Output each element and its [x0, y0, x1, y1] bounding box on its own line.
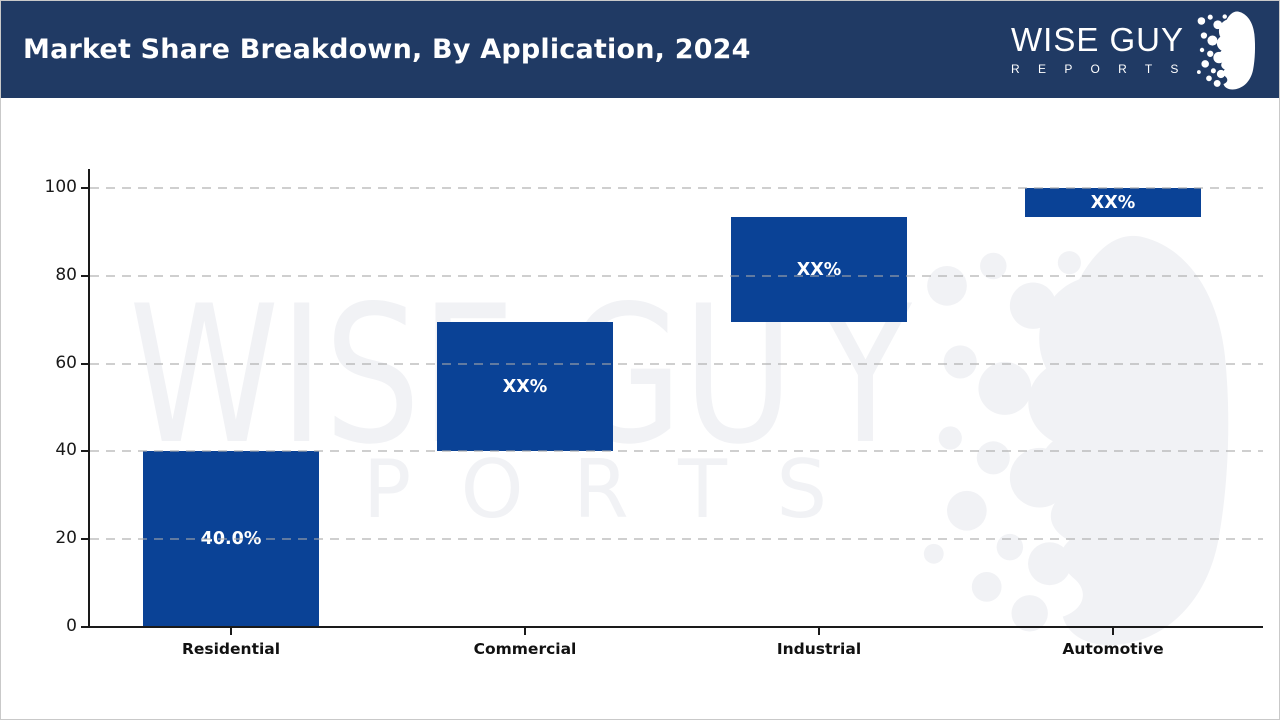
wise-guy-reports-logo: WISE GUY R E P O R T S [1011, 7, 1261, 93]
x-axis-label-commercial: Commercial [473, 640, 577, 658]
y-tick-0 [81, 626, 89, 628]
x-tick-automotive [1112, 628, 1114, 635]
y-tick-label: 40 [55, 440, 77, 461]
logo-wordmark: WISE GUY [1011, 21, 1185, 58]
x-axis-spine [88, 626, 1263, 628]
gridline-20 [90, 538, 1263, 541]
x-tick-industrial [818, 628, 820, 635]
y-tick-40 [81, 450, 89, 453]
x-axis-label-automotive: Automotive [1062, 640, 1164, 658]
face-dots-watermark-icon [906, 223, 1246, 653]
gridline-100 [90, 187, 1263, 189]
y-tick-60 [81, 362, 89, 365]
gridline-60 [90, 362, 1263, 365]
page-title: Market Share Breakdown, By Application, … [23, 34, 751, 65]
y-tick-label: 0 [66, 616, 77, 636]
watermark-text-ports: P O R T S [363, 443, 840, 536]
bar-label: XX% [796, 259, 842, 280]
bar-automotive: XX% [1025, 188, 1201, 218]
y-tick-label: 60 [55, 352, 77, 373]
bar-industrial: XX% [731, 217, 907, 322]
y-tick-label: 80 [55, 264, 77, 285]
logo-subtitle: R E P O R T S [1011, 62, 1186, 76]
bar-label: XX% [502, 376, 548, 397]
gridline-80 [90, 274, 1263, 277]
y-tick-label: 20 [55, 528, 77, 549]
y-axis-spine [88, 169, 90, 628]
y-tick-80 [81, 274, 89, 277]
x-axis-label-residential: Residential [181, 640, 281, 658]
x-axis-label-industrial: Industrial [776, 640, 862, 658]
gridline-40 [90, 450, 1263, 453]
header-bar: Market Share Breakdown, By Application, … [1, 1, 1279, 98]
y-tick-20 [81, 538, 89, 541]
bar-commercial: XX% [437, 321, 613, 452]
y-tick-label: 100 [44, 177, 77, 197]
bar-label: XX% [1090, 192, 1136, 213]
logo-text: WISE GUY R E P O R T S [1011, 21, 1186, 76]
y-tick-100 [81, 187, 89, 189]
x-tick-residential [230, 628, 232, 635]
x-tick-commercial [524, 628, 526, 635]
